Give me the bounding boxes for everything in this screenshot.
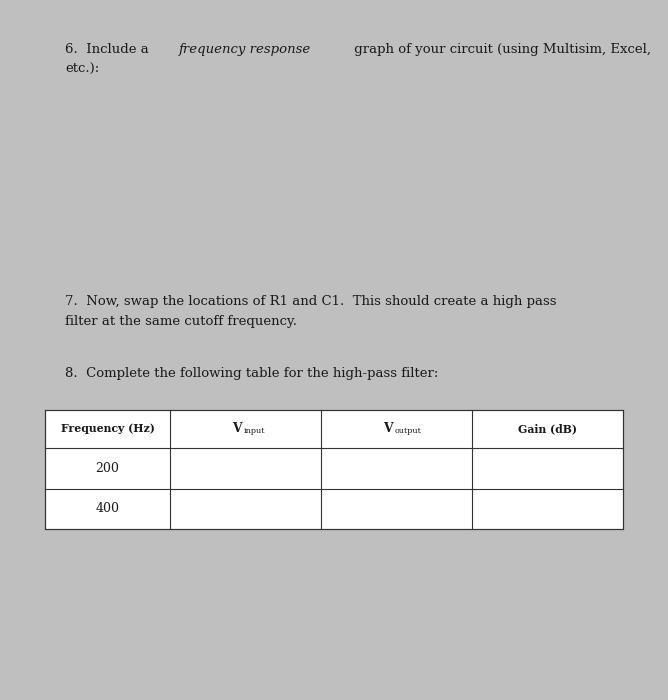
Text: V: V	[383, 422, 393, 435]
Text: frequency response: frequency response	[179, 43, 311, 57]
Text: input: input	[244, 427, 265, 435]
Text: filter at the same cutoff frequency.: filter at the same cutoff frequency.	[65, 315, 297, 328]
Text: etc.):: etc.):	[65, 63, 100, 76]
Text: V: V	[232, 422, 242, 435]
Text: 6.  Include a: 6. Include a	[65, 43, 154, 57]
Bar	[45, 410, 623, 529]
Text: 8.  Complete the following table for the high-pass filter:: 8. Complete the following table for the …	[65, 367, 439, 380]
Text: 200: 200	[96, 462, 120, 475]
Text: Gain (dB): Gain (dB)	[518, 424, 576, 434]
Text: output: output	[395, 427, 422, 435]
Text: graph of your circuit (using Multisim, Excel,: graph of your circuit (using Multisim, E…	[349, 43, 651, 57]
Text: 400: 400	[96, 503, 120, 515]
Text: Frequency (Hz): Frequency (Hz)	[61, 424, 154, 434]
Text: 7.  Now, swap the locations of R1 and C1.  This should create a high pass: 7. Now, swap the locations of R1 and C1.…	[65, 295, 557, 309]
